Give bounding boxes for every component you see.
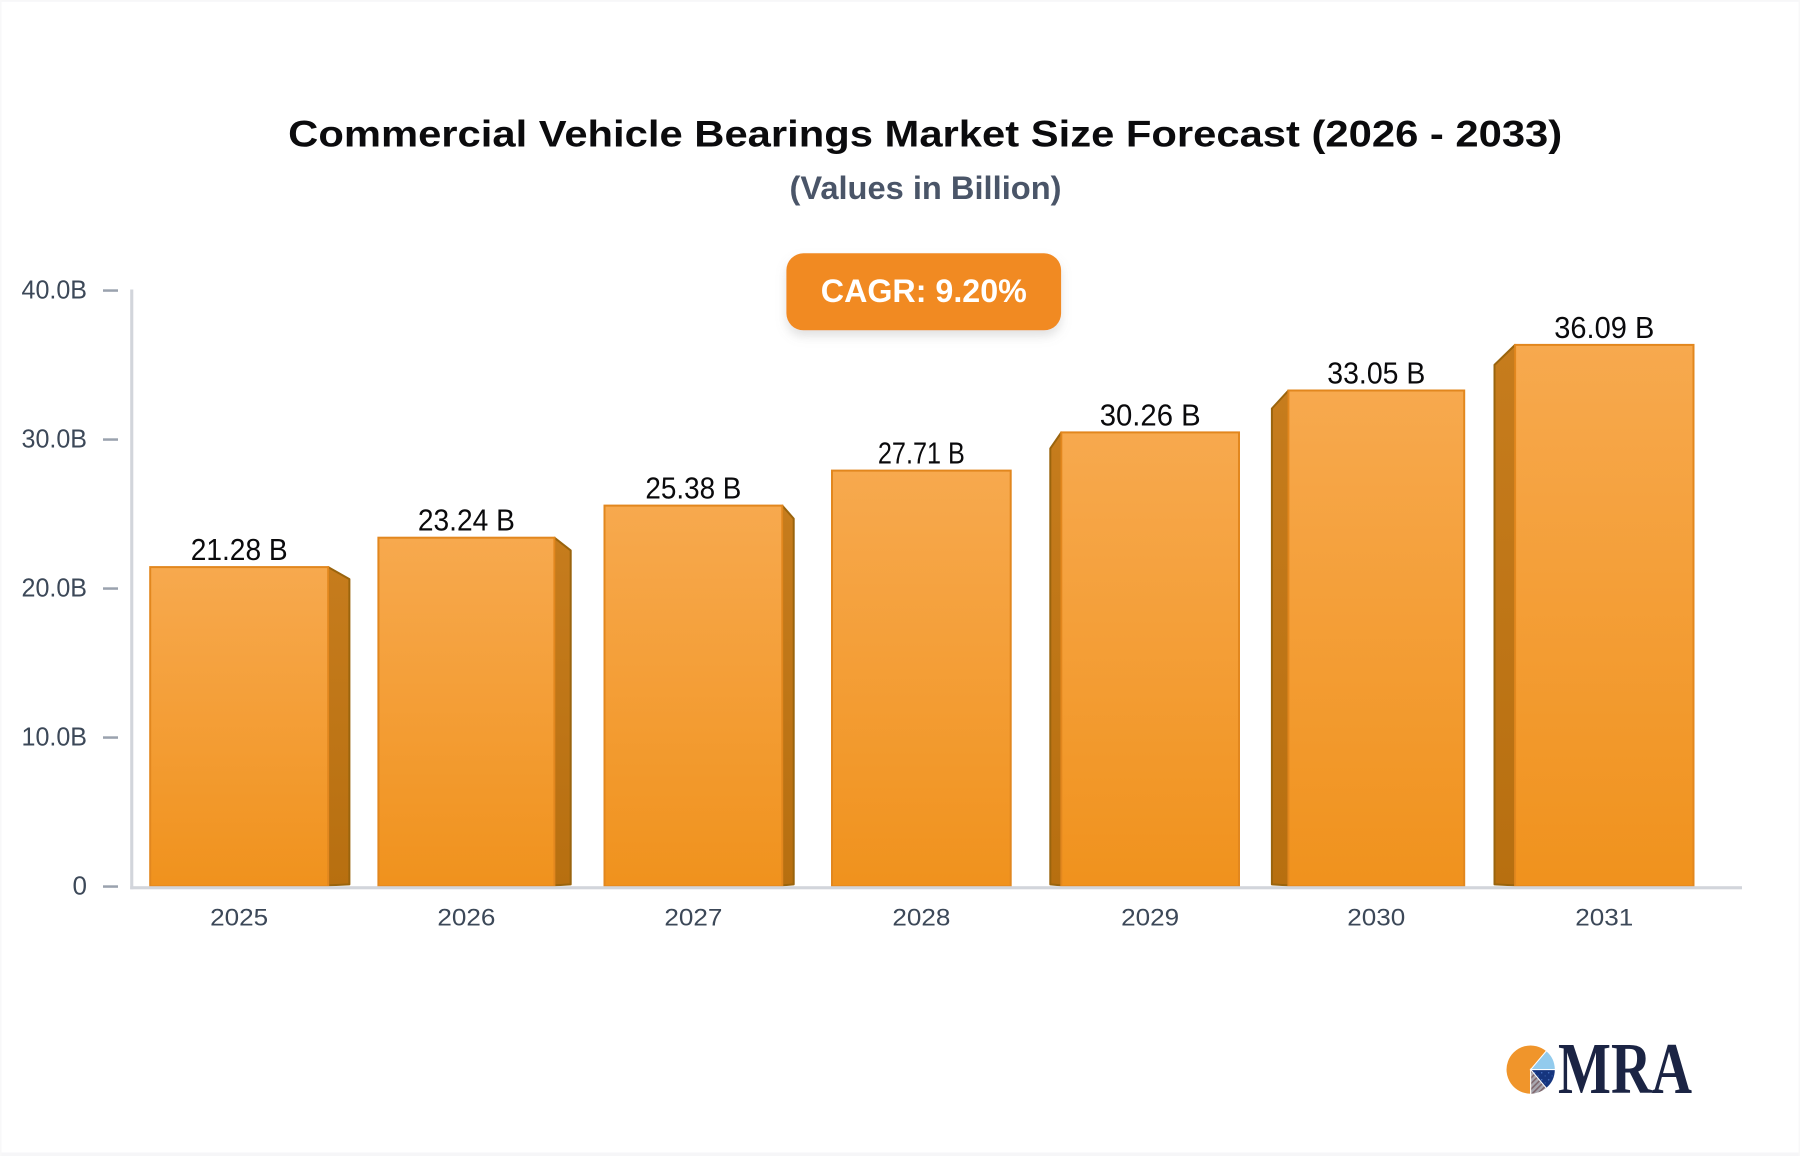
svg-text:2027: 2027 bbox=[664, 905, 722, 932]
svg-text:30.26 B: 30.26 B bbox=[1100, 397, 1201, 432]
svg-text:10.0B: 10.0B bbox=[22, 722, 88, 752]
svg-text:2028: 2028 bbox=[892, 905, 950, 932]
svg-text:2031: 2031 bbox=[1575, 905, 1633, 932]
svg-text:36.09 B: 36.09 B bbox=[1554, 310, 1654, 345]
svg-text:33.05 B: 33.05 B bbox=[1327, 356, 1425, 391]
svg-text:30.0B: 30.0B bbox=[22, 424, 88, 454]
svg-text:20.0B: 20.0B bbox=[22, 573, 88, 603]
svg-text:MRA: MRA bbox=[1558, 1028, 1692, 1109]
svg-text:2030: 2030 bbox=[1347, 905, 1405, 932]
svg-text:2026: 2026 bbox=[437, 905, 495, 932]
svg-text:40.0B: 40.0B bbox=[22, 275, 88, 305]
svg-text:0: 0 bbox=[73, 871, 87, 901]
svg-text:(Values in Billion): (Values in Billion) bbox=[790, 170, 1062, 206]
svg-text:23.24 B: 23.24 B bbox=[418, 503, 515, 538]
svg-text:21.28 B: 21.28 B bbox=[191, 532, 288, 567]
svg-text:2025: 2025 bbox=[210, 905, 268, 932]
svg-text:Commercial Vehicle Bearings Ma: Commercial Vehicle Bearings Market Size … bbox=[288, 114, 1562, 155]
svg-text:2029: 2029 bbox=[1121, 905, 1179, 932]
svg-text:25.38 B: 25.38 B bbox=[645, 471, 741, 506]
svg-text:27.71 B: 27.71 B bbox=[878, 436, 965, 471]
svg-text:CAGR: 9.20%: CAGR: 9.20% bbox=[821, 273, 1027, 309]
